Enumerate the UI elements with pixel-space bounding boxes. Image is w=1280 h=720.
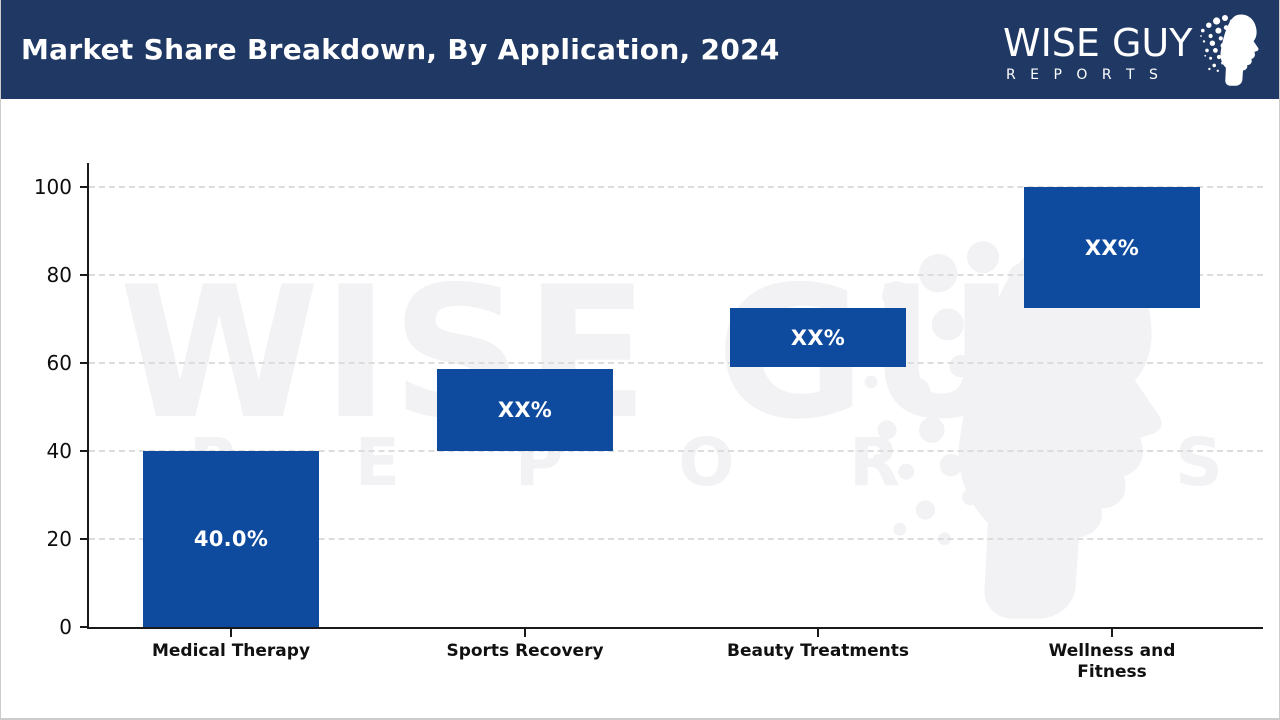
x-axis-tick bbox=[230, 629, 232, 637]
x-axis-line bbox=[87, 627, 1263, 629]
y-axis-tick-label: 20 bbox=[46, 527, 72, 551]
y-axis-tick bbox=[80, 450, 88, 452]
y-axis-tick bbox=[80, 538, 88, 540]
y-axis-tick bbox=[80, 186, 88, 188]
gridline-20 bbox=[89, 538, 1263, 540]
y-axis-tick bbox=[80, 626, 88, 628]
gridline-60 bbox=[89, 362, 1263, 364]
category-label-sports-recovery: Sports Recovery bbox=[446, 641, 604, 661]
category-label-beauty-treatments: Beauty Treatments bbox=[726, 641, 910, 661]
gridline-80 bbox=[89, 274, 1263, 276]
bar-medical-therapy: 40.0% bbox=[143, 451, 319, 627]
logo-wordmark: WISE GUY bbox=[1003, 21, 1193, 65]
bar-value-label: XX% bbox=[790, 325, 846, 350]
y-axis-tick bbox=[80, 362, 88, 364]
page-title: Market Share Breakdown, By Application, … bbox=[21, 33, 780, 66]
bar-value-label: XX% bbox=[1084, 235, 1140, 260]
y-axis-tick-label: 100 bbox=[33, 175, 72, 199]
bar-beauty-treatments: XX% bbox=[730, 308, 906, 368]
logo-subtext: R E P O R T S bbox=[1006, 67, 1163, 83]
y-axis-tick-label: 60 bbox=[46, 351, 72, 375]
x-axis-tick bbox=[524, 629, 526, 637]
y-axis-tick bbox=[80, 274, 88, 276]
bar-sports-recovery: XX% bbox=[437, 369, 613, 451]
y-axis-tick-label: 0 bbox=[59, 615, 72, 639]
bar-value-label: XX% bbox=[497, 398, 553, 423]
y-axis-tick-label: 40 bbox=[46, 439, 72, 463]
category-label-medical-therapy: Medical Therapy bbox=[151, 641, 311, 661]
gridline-40 bbox=[89, 450, 1263, 452]
bar-wellness-and-fitness: XX% bbox=[1024, 187, 1200, 308]
gridline-100 bbox=[89, 186, 1263, 188]
x-axis-tick bbox=[1111, 629, 1113, 637]
y-axis-line bbox=[87, 163, 89, 629]
x-axis-tick bbox=[817, 629, 819, 637]
category-label-wellness-and-fitness: Wellness and Fitness bbox=[1048, 641, 1176, 683]
header-bar: Market Share Breakdown, By Application, … bbox=[1, 0, 1279, 99]
waterfall-chart: WISE GUY R E P O R T S 0 20 40 60 80 100 40.0%… bbox=[1, 99, 1279, 718]
wiseguy-face-icon bbox=[1200, 13, 1259, 86]
y-axis-tick-label: 80 bbox=[46, 263, 72, 287]
bar-value-label: 40.0% bbox=[193, 527, 269, 551]
wiseguy-reports-logo: WISE GUY R E P O R T S bbox=[1003, 13, 1259, 86]
